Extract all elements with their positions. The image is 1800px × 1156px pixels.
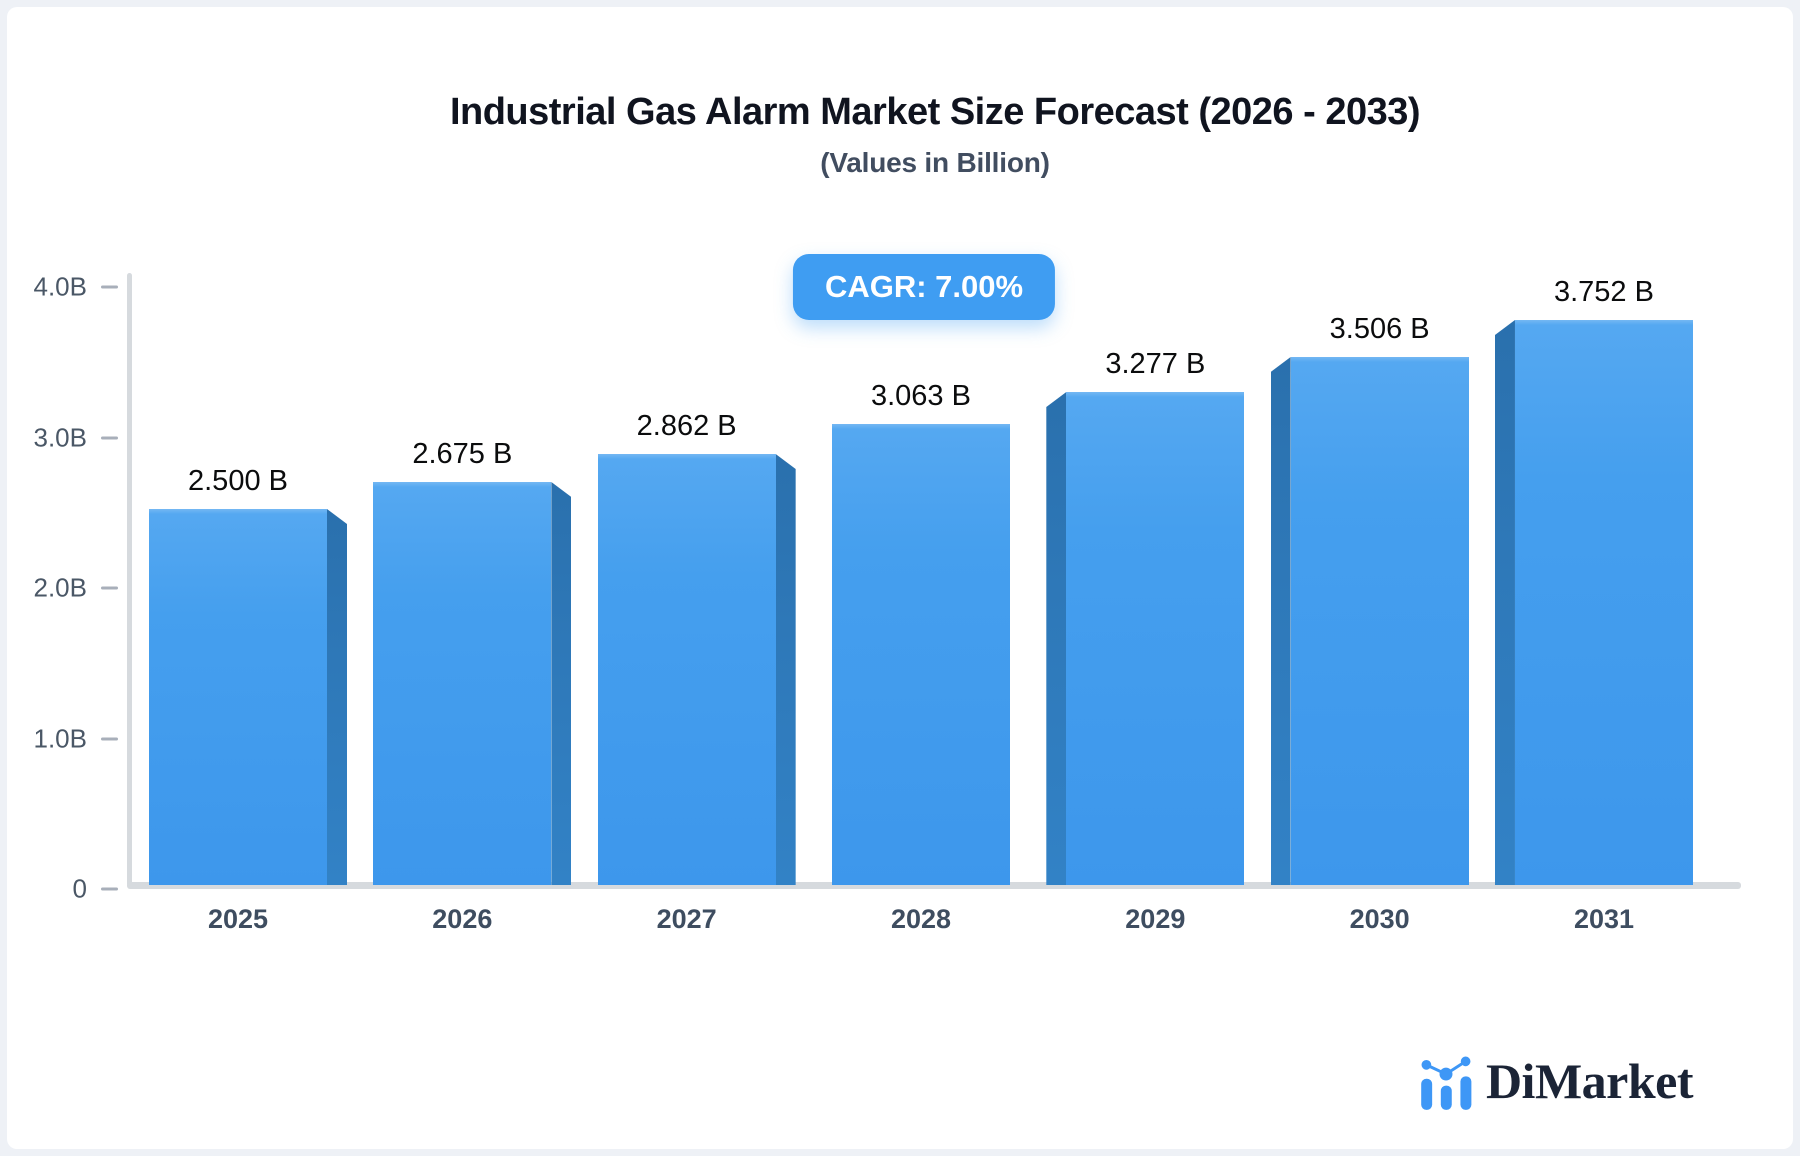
bar-chart-plot: 4.0B 3.0B 2.0B 1.0B 0 2.500 B 2.675 B 2.862 B 3… (7, 7, 1793, 1149)
bar-value-label: 3.063 B (870, 380, 971, 412)
chart-header: Industrial Gas Alarm Market Size Forecas… (77, 91, 1793, 179)
bar-face (1066, 392, 1245, 885)
x-axis-label-2029: 2029 (1125, 904, 1186, 934)
bars-row: 2.500 B 2.675 B 2.862 B 3.063 B 3.277 B 3.506… (149, 276, 1693, 885)
y-tick-dash (101, 285, 118, 289)
bar-2025: 2.500 B (149, 465, 347, 885)
cagr-badge: CAGR: 7.00% (792, 254, 1056, 320)
y-tick-label: 2.0B (33, 572, 88, 603)
bar-face (597, 454, 776, 885)
x-axis-label-2028: 2028 (890, 904, 952, 934)
x-axis-label-2025: 2025 (207, 904, 269, 934)
x-axis-baseline (127, 882, 1741, 889)
bar-value-label: 2.862 B (636, 410, 737, 442)
y-tick-dash (101, 737, 118, 740)
chart-title: Industrial Gas Alarm Market Size Forecas… (449, 91, 1421, 133)
y-tick-label: 1.0B (33, 723, 88, 753)
bar-value-label: 2.675 B (412, 438, 513, 470)
y-tick-label: 4.0B (33, 271, 88, 302)
bar-value-label: 3.277 B (1105, 348, 1206, 380)
chart-card: Industrial Gas Alarm Market Size Forecas… (7, 7, 1793, 1149)
x-axis-label-2030: 2030 (1349, 904, 1410, 934)
bar-face (149, 509, 327, 885)
bar-value-label: 2.500 B (188, 465, 288, 497)
bar-3d-side (1494, 320, 1515, 885)
bar-3d-side (775, 454, 796, 885)
bar-2031: 3.752 B (1494, 276, 1693, 885)
x-axis-label-2027: 2027 (656, 904, 717, 934)
bar-3d-side (327, 509, 347, 885)
bar-2029: 3.277 B (1046, 348, 1245, 885)
bar-2026: 2.675 B (373, 438, 572, 885)
y-tick-dash (101, 887, 118, 891)
bar-3d-side (1046, 392, 1067, 885)
bar-value-label: 3.752 B (1553, 276, 1654, 308)
x-axis-label-2026: 2026 (432, 904, 493, 934)
bar-3d-side (1270, 357, 1291, 885)
bar-face (373, 482, 552, 885)
y-axis-line (127, 273, 132, 886)
y-tick-label: 3.0B (33, 422, 88, 452)
bar-2027: 2.862 B (597, 410, 796, 885)
bar-face (831, 424, 1010, 885)
y-tick-label: 0 (72, 873, 87, 904)
logo-text: DiMarket (1485, 1053, 1694, 1109)
bar-face (1514, 320, 1693, 885)
y-tick-dash (101, 586, 118, 590)
x-axis-label-2031: 2031 (1573, 904, 1635, 934)
bar-2028: 3.063 B (822, 380, 1020, 885)
bar-3d-side (551, 482, 572, 885)
bar-face (1290, 357, 1469, 885)
bar-2030: 3.506 B (1270, 313, 1469, 885)
bar-chart-logo-icon (1421, 1056, 1472, 1110)
bar-value-label: 3.506 B (1329, 313, 1430, 345)
chart-subtitle: (Values in Billion) (820, 146, 1050, 178)
y-tick-dash (101, 436, 118, 439)
dimarket-logo: DiMarket (1418, 1051, 1694, 1111)
